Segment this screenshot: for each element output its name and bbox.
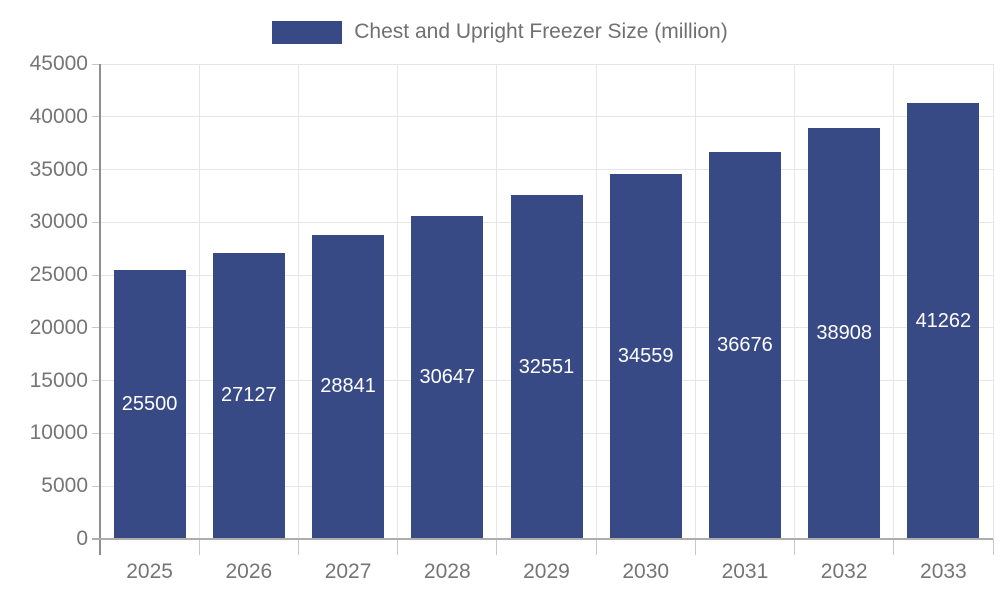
y-axis-tick (92, 221, 100, 223)
x-axis-tick (595, 539, 597, 555)
x-axis-label: 2032 (820, 560, 868, 583)
y-axis-label: 25000 (29, 263, 88, 287)
bar-value-label: 30647 (419, 365, 476, 388)
y-axis-tick (92, 63, 100, 65)
x-gridline (198, 64, 200, 539)
x-axis-tick (893, 539, 895, 555)
y-axis-label: 0 (76, 527, 88, 550)
bar[interactable]: 36676 (708, 151, 781, 539)
y-axis-label: 20000 (29, 315, 88, 339)
y-axis-tick (92, 116, 100, 118)
bar-value-label: 27127 (221, 384, 277, 407)
bar[interactable]: 41262 (907, 103, 980, 539)
legend-swatch[interactable] (272, 20, 343, 44)
x-gridline (794, 64, 796, 539)
y-axis-tick (92, 432, 100, 434)
bar-value-label: 36676 (717, 333, 773, 356)
x-axis-tick (297, 539, 299, 555)
x-gridline (397, 64, 399, 539)
x-axis-line (92, 538, 993, 540)
bar[interactable]: 28841 (312, 234, 385, 539)
y-gridline (100, 169, 993, 171)
x-axis-tick (397, 539, 399, 555)
bar-value-label: 28841 (320, 375, 376, 398)
x-axis-tick (694, 539, 696, 555)
y-axis-tick (92, 274, 100, 276)
x-axis-label: 2027 (324, 560, 372, 583)
x-gridline (496, 64, 498, 539)
y-axis-label: 45000 (29, 52, 88, 75)
y-axis-tick (92, 380, 100, 382)
x-axis-tick (794, 539, 796, 555)
x-axis-tick (198, 539, 200, 555)
bar[interactable]: 27127 (212, 252, 285, 539)
bar[interactable]: 30647 (411, 215, 484, 539)
y-axis-label: 15000 (29, 368, 88, 392)
x-axis-label: 2028 (423, 560, 471, 583)
x-gridline (694, 64, 696, 539)
bar[interactable]: 32551 (510, 195, 583, 539)
legend-label[interactable]: Chest and Upright Freezer Size (million) (354, 20, 728, 43)
y-axis-label: 5000 (41, 474, 88, 498)
x-axis-tick (496, 539, 498, 555)
x-axis-label: 2029 (523, 560, 570, 583)
bar[interactable]: 34559 (609, 174, 682, 539)
y-axis-line (99, 64, 101, 555)
x-gridline (297, 64, 299, 539)
x-gridline (893, 64, 895, 539)
x-gridline (595, 64, 597, 539)
bar[interactable]: 38908 (808, 128, 881, 539)
bar-value-label: 25500 (121, 392, 178, 415)
bar[interactable]: 25500 (113, 269, 186, 539)
bar-value-label: 41262 (915, 309, 972, 332)
bar-value-label: 38908 (816, 322, 872, 345)
y-axis-tick (92, 327, 100, 329)
x-axis-label: 2026 (225, 560, 273, 583)
bar-value-label: 34559 (617, 345, 674, 368)
x-axis-label: 2031 (721, 560, 769, 583)
y-axis-label: 10000 (29, 421, 88, 445)
legend[interactable]: Chest and Upright Freezer Size (million) (0, 20, 1000, 44)
y-axis-tick (92, 169, 100, 171)
x-gridline (992, 64, 994, 539)
y-gridline (100, 116, 993, 118)
x-axis-tick (992, 539, 994, 555)
y-axis-label: 30000 (29, 210, 88, 234)
y-axis-label: 40000 (29, 104, 88, 128)
y-gridline (100, 63, 993, 65)
x-axis-label: 2030 (622, 560, 670, 583)
y-axis-tick (92, 485, 100, 487)
y-axis-label: 35000 (29, 157, 88, 181)
bar-value-label: 32551 (518, 355, 575, 378)
x-axis-label: 2033 (920, 560, 967, 583)
x-axis-label: 2025 (126, 560, 173, 583)
